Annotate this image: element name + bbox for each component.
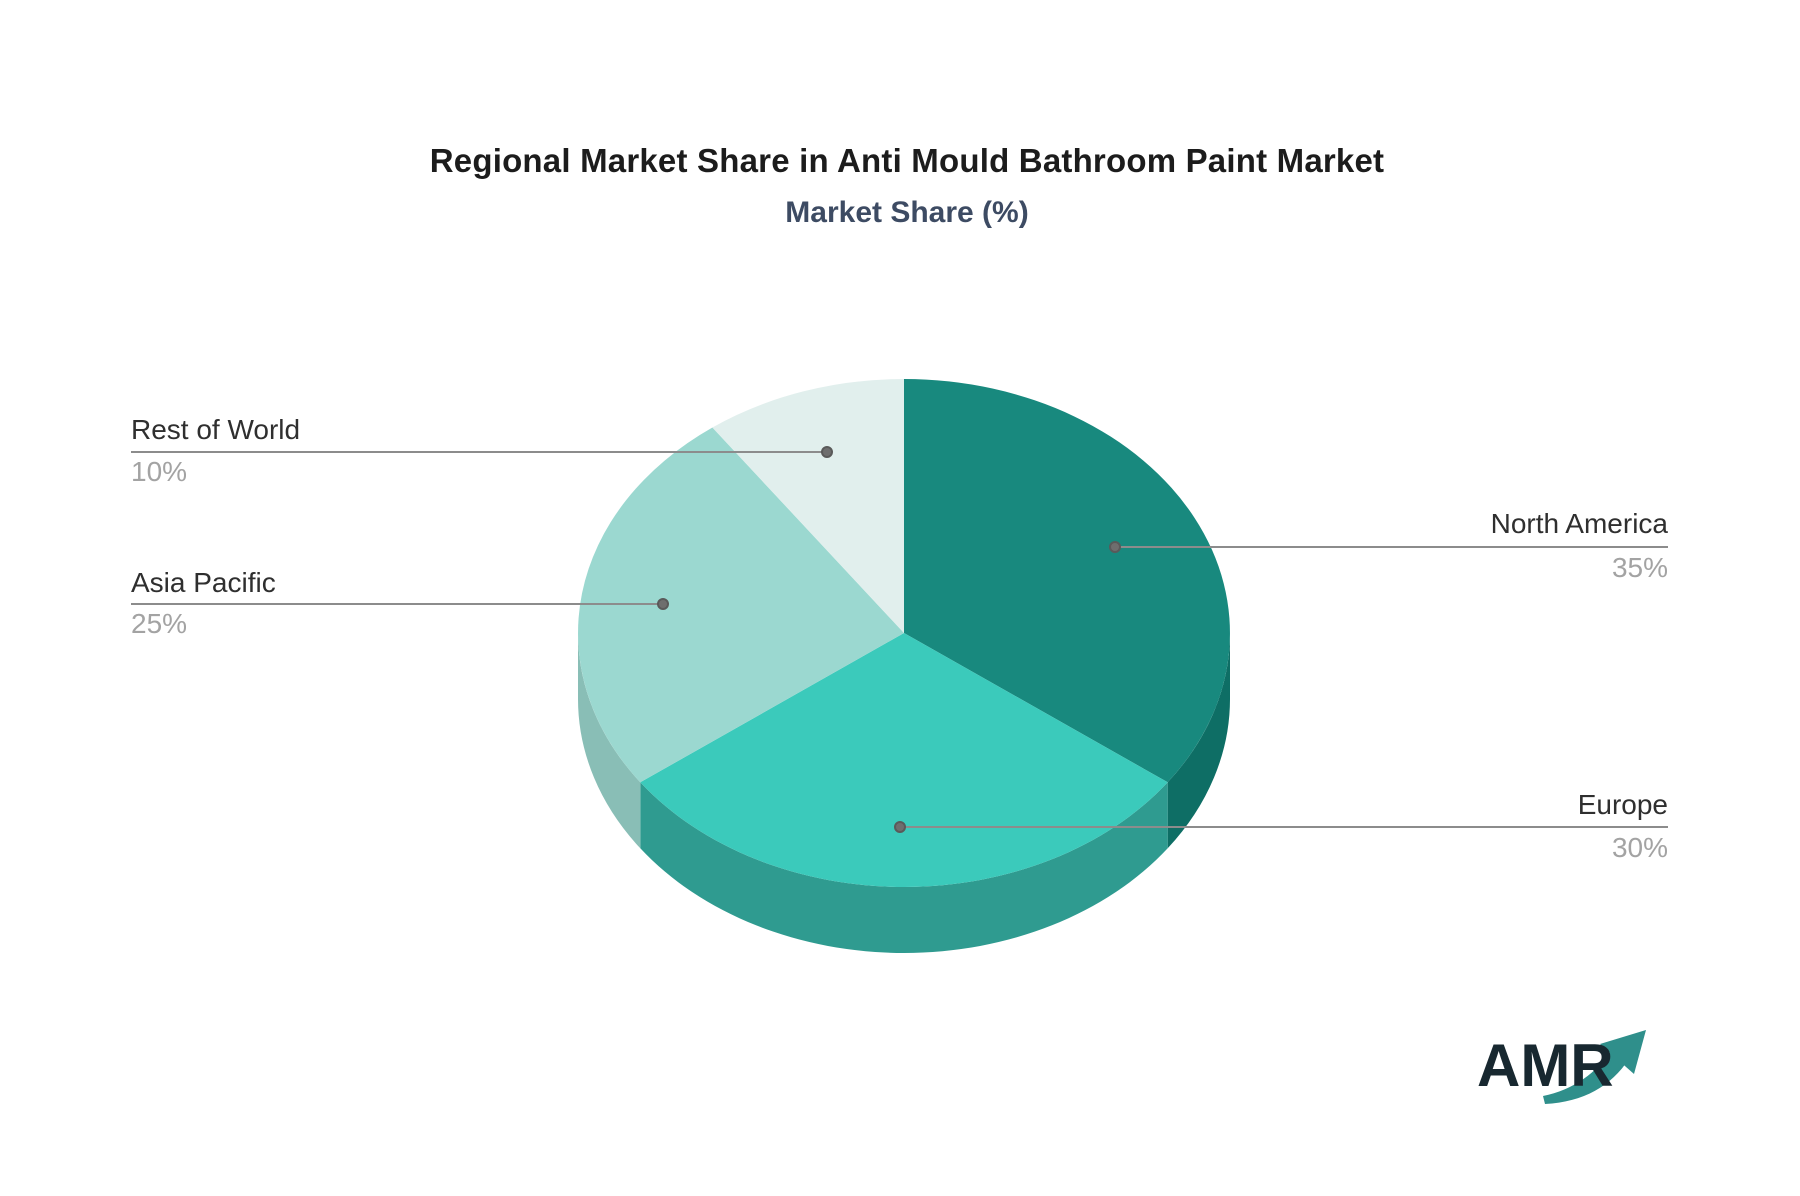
callout-value-north-america: 35%: [1611, 552, 1668, 583]
callout-label-north-america: North America: [1490, 508, 1668, 539]
chart-subtitle: Market Share (%): [785, 196, 1029, 229]
leader-dot-europe: [894, 821, 906, 833]
leader-dot-north-america: [1109, 541, 1121, 553]
leader-dots: [657, 446, 1121, 833]
callout-value-rest-of-world: 10%: [131, 456, 188, 487]
amr-logo: AMR: [1477, 1032, 1614, 1099]
callout-label-asia-pacific: Asia Pacific: [131, 567, 276, 598]
callout-value-asia-pacific: 25%: [131, 608, 188, 639]
callout-value-europe: 30%: [1611, 832, 1668, 863]
leader-lines: [131, 451, 1668, 828]
leader-dot-rest-of-world: [821, 446, 833, 458]
leader-dot-asia-pacific: [657, 598, 669, 610]
chart-title: Regional Market Share in Anti Mould Bath…: [429, 142, 1385, 179]
pie-3d-sides: [578, 633, 1230, 953]
pie-slice-side: [578, 633, 641, 849]
pie-slice: [904, 379, 1230, 783]
trend-up-arrow-icon: [1543, 1030, 1646, 1104]
callout-label-europe: Europe: [1577, 789, 1668, 820]
pie-slice: [640, 633, 1168, 887]
pie-slice-side: [1167, 633, 1230, 849]
pie-slice: [578, 427, 904, 783]
pie-slices: [578, 379, 1230, 887]
callout-label-rest-of-world: Rest of World: [131, 414, 301, 445]
pie-slice: [712, 379, 904, 633]
pie-slice-side: [640, 782, 1168, 953]
